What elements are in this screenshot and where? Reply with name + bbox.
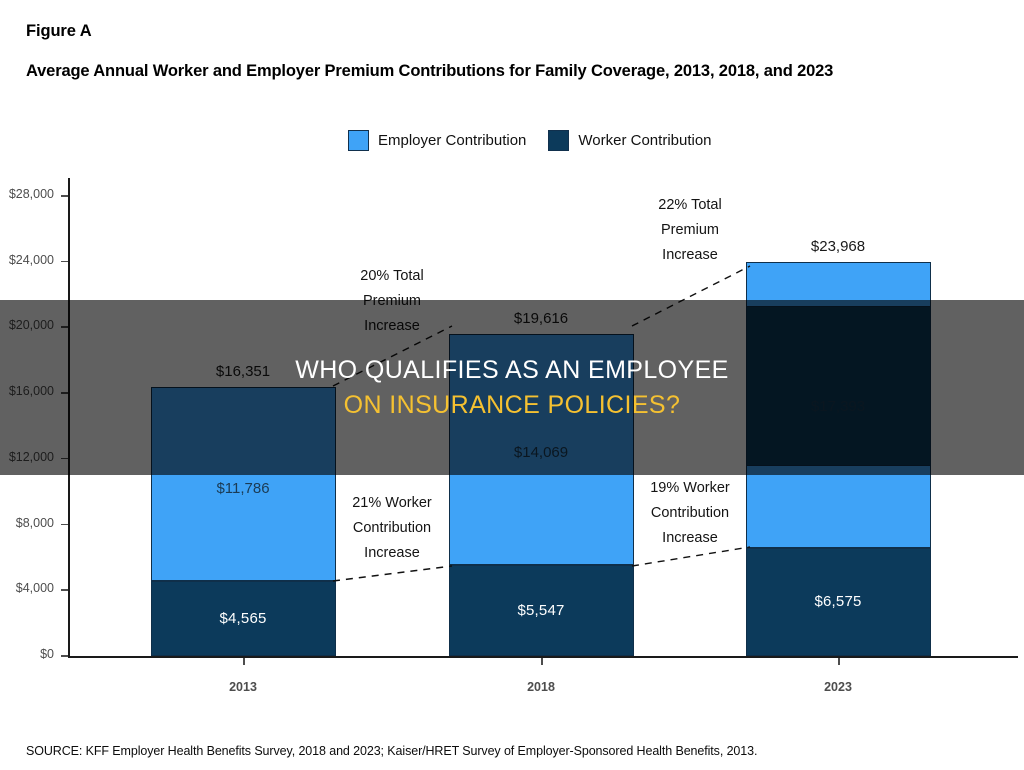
overlay-headline-line-2: ON INSURANCE POLICIES? xyxy=(343,390,681,419)
y-axis-tick-label: $8,000 xyxy=(15,515,54,530)
x-axis-tick-mark xyxy=(541,658,543,665)
x-axis-tick-label-2013: 2013 xyxy=(229,680,257,694)
annotation-worker-increase-2018: 21% Worker Contribution Increase xyxy=(352,495,432,561)
y-axis-tick-label: $0 xyxy=(40,647,54,661)
legend-label-employer: Employer Contribution xyxy=(378,132,527,149)
bar-segment-worker-2018[interactable]: $5,547 xyxy=(448,564,634,656)
overlay-banner-text: WHO QUALIFIES AS AN EMPLOYEE ON INSURANC… xyxy=(0,300,1024,475)
bar-value-employer-2013: $11,786 xyxy=(216,480,270,497)
y-axis-tick-label: $28,000 xyxy=(8,187,54,201)
bar-total-label-2023: $23,968 xyxy=(810,238,866,256)
overlay-headline-line-1: WHO QUALIFIES AS AN EMPLOYEE xyxy=(295,355,729,384)
y-axis-tick-mark xyxy=(61,260,68,263)
y-axis-tick-mark xyxy=(61,655,68,657)
x-axis-line xyxy=(68,656,1018,658)
connector-worker-2013-2018 xyxy=(332,565,453,582)
chart-legend: Employer Contribution Worker Contributio… xyxy=(348,130,712,151)
bar-segment-employer-2023[interactable] xyxy=(745,262,931,308)
x-axis-tick-label-2023: 2023 xyxy=(824,680,852,694)
bar-segment-worker-2023[interactable]: $6,575 xyxy=(745,547,931,656)
chart-title: Average Annual Worker and Employer Premi… xyxy=(26,62,834,80)
figure-label: Figure A xyxy=(26,22,92,40)
y-axis-tick-label: $24,000 xyxy=(8,252,54,267)
legend-item-worker: Worker Contribution xyxy=(548,130,712,151)
x-axis-tick-mark xyxy=(243,658,245,665)
x-axis-tick-mark xyxy=(838,658,840,665)
y-axis-tick-mark xyxy=(61,195,68,197)
bar-segment-employer-lower-2023[interactable] xyxy=(745,465,931,548)
x-axis-tick-label-2018: 2018 xyxy=(527,680,555,694)
y-axis-tick-mark xyxy=(61,523,68,526)
legend-item-employer: Employer Contribution xyxy=(348,130,526,151)
bar-value-worker-2023: $6,575 xyxy=(814,593,862,611)
y-axis-tick-label: $4,000 xyxy=(15,581,54,596)
source-note: SOURCE: KFF Employer Health Benefits Sur… xyxy=(26,744,758,758)
annotation-worker-increase-2023: 19% Worker Contribution Increase xyxy=(650,480,730,546)
annotation-total-increase-2023: 22% Total Premium Increase xyxy=(658,197,722,263)
legend-swatch-worker-icon xyxy=(548,130,570,151)
legend-label-worker: Worker Contribution xyxy=(578,132,712,149)
overlay-banner-background xyxy=(0,300,1024,475)
bar-value-worker-2013: $4,565 xyxy=(219,609,267,627)
bar-segment-worker-2013[interactable]: $4,565 xyxy=(150,581,336,656)
legend-swatch-employer-icon xyxy=(348,130,369,151)
bar-value-worker-2018: $5,547 xyxy=(517,601,565,619)
y-axis-tick-mark xyxy=(61,589,68,591)
